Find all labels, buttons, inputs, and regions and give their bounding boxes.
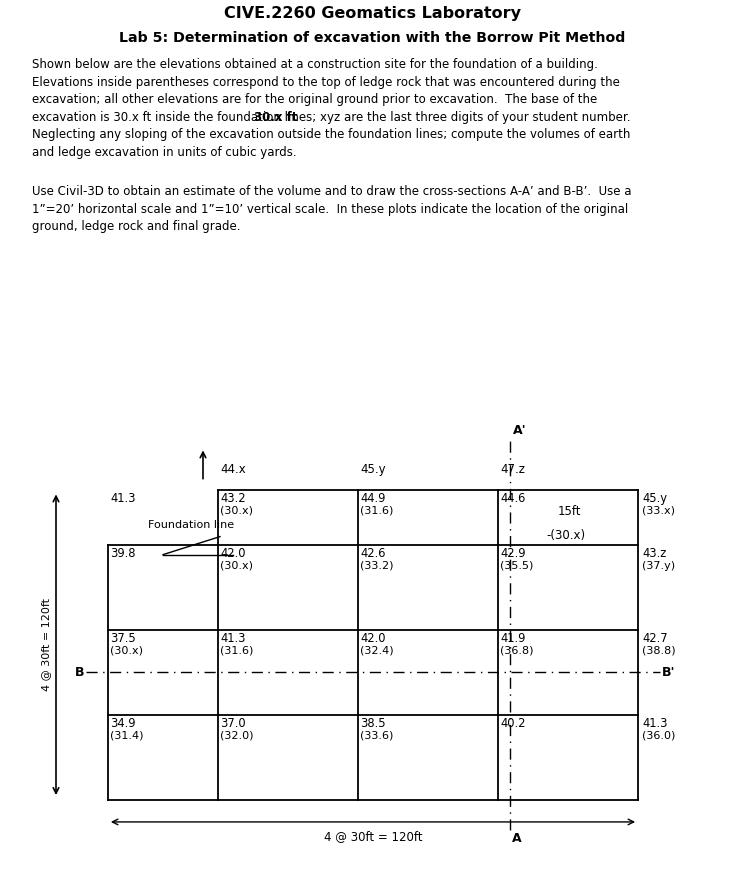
Text: -(30.x): -(30.x) [546, 528, 585, 542]
Text: 30.x ft: 30.x ft [254, 110, 298, 123]
Text: 1”=20’ horizontal scale and 1”=10’ vertical scale.  In these plots indicate the : 1”=20’ horizontal scale and 1”=10’ verti… [32, 203, 628, 215]
Text: 38.5: 38.5 [360, 717, 385, 730]
Text: 41.3: 41.3 [110, 492, 135, 505]
Text: (32.0): (32.0) [220, 731, 254, 741]
Text: (37.y): (37.y) [642, 561, 675, 570]
Text: 42.0: 42.0 [220, 547, 246, 560]
Text: (31.6): (31.6) [360, 506, 394, 515]
Text: Use Civil-3D to obtain an estimate of the volume and to draw the cross-sections : Use Civil-3D to obtain an estimate of th… [32, 186, 632, 198]
Text: 47.z: 47.z [500, 463, 525, 476]
Text: 34.9: 34.9 [110, 717, 135, 730]
Text: 45.y: 45.y [360, 463, 385, 476]
Text: A: A [512, 832, 522, 845]
Text: 4 @ 30ft = 120ft: 4 @ 30ft = 120ft [41, 598, 51, 691]
Text: 43.2: 43.2 [220, 492, 246, 505]
Text: (30.x): (30.x) [220, 506, 253, 515]
Text: 41.3: 41.3 [642, 717, 667, 730]
Text: 45.y: 45.y [642, 492, 667, 505]
Text: (33.x): (33.x) [642, 506, 675, 515]
Text: 44.9: 44.9 [360, 492, 385, 505]
Text: 42.9: 42.9 [500, 547, 525, 560]
Text: 42.0: 42.0 [360, 632, 385, 645]
Text: B': B' [662, 666, 676, 679]
Text: 44.x: 44.x [220, 463, 246, 476]
Text: (31.6): (31.6) [220, 646, 254, 655]
Text: 39.8: 39.8 [110, 547, 135, 560]
Text: (36.0): (36.0) [642, 731, 676, 741]
Text: 42.6: 42.6 [360, 547, 385, 560]
Text: 41.3: 41.3 [220, 632, 246, 645]
Text: Foundation line: Foundation line [148, 520, 234, 529]
Text: excavation is 30.x ft inside the foundation lines; xyz are the last three digits: excavation is 30.x ft inside the foundat… [32, 110, 630, 123]
Text: 44.6: 44.6 [500, 492, 525, 505]
Text: (32.4): (32.4) [360, 646, 394, 655]
Text: 43.z: 43.z [642, 547, 666, 560]
Text: (30.x): (30.x) [220, 561, 253, 570]
Text: (35.5): (35.5) [500, 561, 533, 570]
Text: 41.9: 41.9 [500, 632, 525, 645]
Text: B: B [74, 666, 84, 679]
Text: (33.6): (33.6) [360, 731, 394, 741]
Text: 37.0: 37.0 [220, 717, 246, 730]
Text: 40.2: 40.2 [500, 717, 525, 730]
Text: ground, ledge rock and final grade.: ground, ledge rock and final grade. [32, 220, 240, 233]
Text: CIVE.2260 Geomatics Laboratory: CIVE.2260 Geomatics Laboratory [223, 6, 521, 21]
Text: 15ft: 15ft [558, 505, 582, 518]
Text: (33.2): (33.2) [360, 561, 394, 570]
Text: Lab 5: Determination of excavation with the Borrow Pit Method: Lab 5: Determination of excavation with … [119, 31, 625, 45]
Text: and ledge excavation in units of cubic yards.: and ledge excavation in units of cubic y… [32, 145, 297, 158]
Text: A': A' [513, 424, 527, 438]
Text: 4 @ 30ft = 120ft: 4 @ 30ft = 120ft [324, 830, 423, 843]
Text: (38.8): (38.8) [642, 646, 676, 655]
Text: (31.4): (31.4) [110, 731, 144, 741]
Text: 42.7: 42.7 [642, 632, 667, 645]
Text: Neglecting any sloping of the excavation outside the foundation lines; compute t: Neglecting any sloping of the excavation… [32, 128, 630, 141]
Text: (30.x): (30.x) [110, 646, 143, 655]
Text: excavation; all other elevations are for the original ground prior to excavation: excavation; all other elevations are for… [32, 93, 597, 106]
Text: 37.5: 37.5 [110, 632, 135, 645]
Text: Shown below are the elevations obtained at a construction site for the foundatio: Shown below are the elevations obtained … [32, 58, 598, 71]
Text: Elevations inside parentheses correspond to the top of ledge rock that was encou: Elevations inside parentheses correspond… [32, 75, 620, 88]
Text: (36.8): (36.8) [500, 646, 533, 655]
